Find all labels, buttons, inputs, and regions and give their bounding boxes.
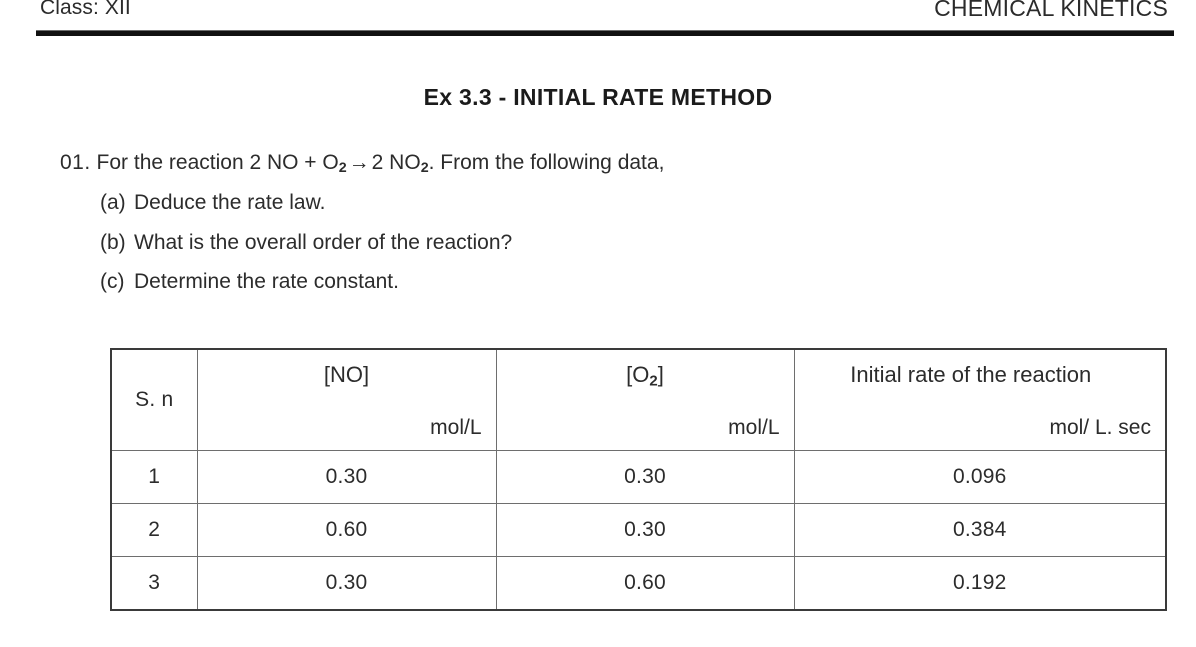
cell-no-concentration: 0.60 <box>196 503 497 557</box>
cell-serial: 2 <box>110 503 198 557</box>
o2-bracket-close: ] <box>657 362 664 387</box>
cell-initial-rate: 0.096 <box>793 450 1167 504</box>
sub-question-a-tag: (a) <box>100 191 126 215</box>
exercise-title: Ex 3.3 - INITIAL RATE METHOD <box>423 84 773 110</box>
question-number: 01. <box>60 151 91 174</box>
cell-no-concentration: 0.30 <box>196 450 497 504</box>
column-header-rate-label: Initial rate of the reaction <box>850 362 1092 387</box>
column-header-no-unit: mol/L <box>430 416 482 439</box>
table-row: 1 0.30 0.30 0.096 <box>110 450 1167 504</box>
sub-question-c-tag: (c) <box>100 269 125 293</box>
header-divider-rule <box>36 30 1174 36</box>
cell-serial: 3 <box>110 556 198 611</box>
kinetics-data-table: S. n [NO] mol/L [O2] mol/L Initial rate … <box>110 348 1167 611</box>
sub-question-c-text: Determine the rate constant. <box>134 269 399 293</box>
cell-o2-concentration: 0.30 <box>495 503 795 557</box>
question-text-before: For the reaction 2 NO + O <box>96 151 339 174</box>
cell-o2-concentration: 0.60 <box>495 556 795 611</box>
table-row: 3 0.30 0.60 0.192 <box>110 556 1167 611</box>
sub-question-a-text: Deduce the rate law. <box>134 191 326 215</box>
reaction-arrow-icon: → <box>348 151 370 174</box>
column-header-rate-unit: mol/ L. sec <box>1049 416 1151 439</box>
table-header-row: S. n [NO] mol/L [O2] mol/L Initial rate … <box>110 348 1167 451</box>
table-row: 2 0.60 0.30 0.384 <box>110 503 1167 557</box>
question-text-after: . From the following data, <box>428 151 665 174</box>
cell-no-concentration: 0.30 <box>196 556 497 611</box>
column-header-no-label: [NO] <box>323 362 370 387</box>
sub-question-a: (a) Deduce the rate law. <box>100 190 1196 216</box>
cell-serial: 1 <box>110 450 198 504</box>
sub-question-b: (b) What is the overall order of the reac… <box>100 230 1196 256</box>
oxygen-subscript: 2 <box>338 160 347 177</box>
question-block: 01. For the reaction 2 NO + O2→2 NO2. Fr… <box>0 150 1196 295</box>
column-header-o2-unit: mol/L <box>728 416 780 439</box>
header-class-label: Class: XII <box>40 0 131 19</box>
column-header-serial: S. n <box>110 348 198 451</box>
question-main-line: 01. For the reaction 2 NO + O2→2 NO2. Fr… <box>60 150 1196 177</box>
cell-initial-rate: 0.192 <box>793 556 1167 611</box>
column-header-no-concentration: [NO] mol/L <box>196 348 497 451</box>
cell-initial-rate: 0.384 <box>793 503 1167 557</box>
o2-bracket-open: [O <box>626 362 650 387</box>
sub-question-b-tag: (b) <box>100 230 126 254</box>
question-text-middle: 2 NO <box>371 151 421 174</box>
no2-subscript: 2 <box>420 160 429 177</box>
column-header-initial-rate: Initial rate of the reaction mol/ L. sec <box>793 348 1167 451</box>
page-running-header: Class: XII CHEMICAL KINETICS <box>0 0 1196 40</box>
column-header-o2-concentration: [O2] mol/L <box>495 348 795 451</box>
cell-o2-concentration: 0.30 <box>495 450 795 504</box>
column-header-o2-label: [O2] <box>497 362 794 389</box>
header-chapter-title: CHEMICAL KINETICS <box>934 0 1168 21</box>
sub-question-c: (c) Determine the rate constant. <box>100 269 1196 295</box>
sub-question-b-text: What is the overall order of the reactio… <box>134 230 513 254</box>
o2-header-subscript: 2 <box>649 372 658 390</box>
